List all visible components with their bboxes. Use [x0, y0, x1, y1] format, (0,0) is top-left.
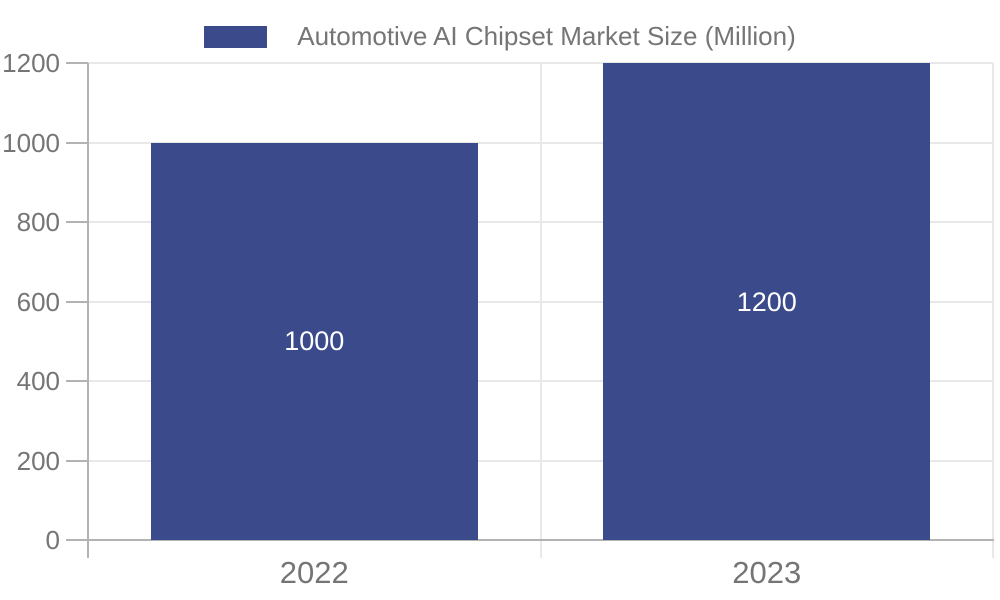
y-axis-tick	[66, 459, 88, 462]
x-tick-label: 2023	[732, 555, 802, 590]
y-axis-tick	[66, 141, 88, 144]
y-axis-tick	[66, 380, 88, 382]
bar-value-label: 1200	[736, 286, 797, 317]
y-tick-label: 1200	[2, 48, 60, 78]
legend-label: Automotive AI Chipset Market Size (Milli…	[297, 21, 796, 51]
y-tick-label: 200	[16, 445, 60, 476]
bar-value-label: 1000	[284, 326, 345, 357]
y-tick-label: 600	[16, 286, 60, 317]
y-axis-tick	[66, 539, 88, 541]
y-tick-label: 400	[16, 366, 60, 396]
bar-2023	[603, 63, 931, 540]
bar-2022	[150, 142, 478, 540]
y-tick-label: 800	[16, 207, 60, 237]
y-tick-label: 1000	[2, 127, 60, 158]
x-tick-label: 2022	[279, 555, 349, 590]
y-tick-label: 0	[45, 525, 60, 555]
y-axis-line	[87, 63, 89, 558]
chart-legend: Automotive AI Chipset Market Size (Milli…	[0, 21, 1000, 52]
y-axis-tick	[66, 221, 88, 223]
gridline-vertical	[992, 63, 994, 558]
legend-swatch	[204, 25, 268, 48]
gridline-vertical	[539, 63, 542, 558]
y-axis-tick	[66, 62, 88, 64]
x-axis-line	[87, 539, 994, 541]
y-axis-tick	[66, 300, 88, 303]
